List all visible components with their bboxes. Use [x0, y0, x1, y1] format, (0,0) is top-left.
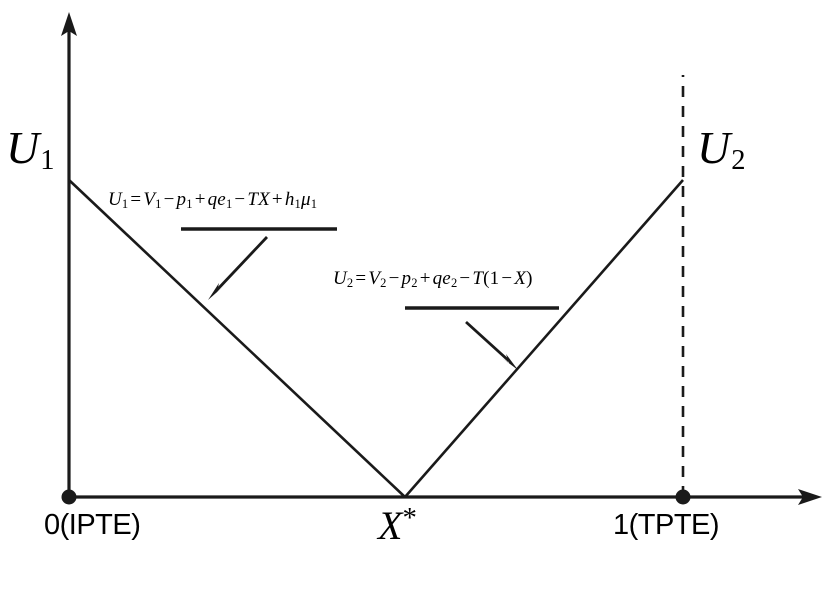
formula-u1-text: U1 = V1− p1 + qe1− TX + h1μ1	[108, 190, 317, 211]
formula-u1-term-v-sub: 1	[155, 197, 162, 212]
tpte-dot	[675, 489, 691, 505]
formula-u1-term-qe-sub: 1	[225, 197, 233, 212]
u2-axis-label-sub: 2	[731, 145, 746, 177]
u1-line	[68, 179, 406, 498]
formula-u2-pointer-arrow	[465, 320, 518, 370]
u2-line	[404, 179, 684, 498]
formula-u1-lhs: U	[108, 189, 122, 210]
formula-u2-equals: =	[355, 268, 367, 289]
x-tick-label-ipte: 0(IPTE)	[44, 509, 141, 541]
u2-axis-label: U2	[697, 125, 746, 176]
formula-u2-term-t: T	[472, 268, 484, 289]
u1-axis-label-sub: 1	[40, 145, 55, 177]
formula-u2-op4: −	[501, 268, 513, 289]
formula-u2-term-p: p	[401, 268, 412, 289]
formula-u1-term-tx: TX	[247, 189, 270, 210]
formula-u2-lhs-sub: 2	[346, 276, 354, 291]
formula-u1-term-mu-sub: 1	[310, 197, 318, 212]
formula-u2-op3: −	[459, 268, 471, 289]
vertex-label-star: *	[402, 502, 417, 534]
vertex-label-text: X	[378, 503, 403, 549]
formula-u2-term-v-sub: 2	[380, 276, 387, 291]
formula-u1-op4: +	[271, 189, 283, 210]
origin-dot	[61, 489, 77, 505]
u1-axis-label: U1	[6, 125, 55, 176]
formula-u1-term-mu: μ	[301, 189, 311, 210]
u2-axis-label-text: U	[697, 122, 731, 173]
formula-u1-pointer-arrow	[208, 236, 269, 300]
formula-u2-term-qe: qe	[432, 268, 451, 289]
formula-u1-op2: +	[194, 189, 206, 210]
formula-u1-term-v: V	[143, 189, 156, 210]
formula-u2-lhs: U	[333, 268, 347, 289]
y-axis	[61, 12, 77, 497]
formula-u1-op3: −	[234, 189, 246, 210]
x-axis	[69, 489, 822, 505]
formula-u1-term-h: h	[284, 189, 295, 210]
formula-u1-term-p-sub: 1	[186, 197, 193, 212]
vertex-label: X*	[378, 504, 417, 546]
formula-u2-term-one: 1	[489, 268, 500, 289]
formula-u1-term-qe: qe	[207, 189, 226, 210]
u1-axis-label-text: U	[6, 122, 40, 173]
formula-u2-op1: −	[388, 268, 400, 289]
formula-u1-equals: =	[130, 189, 142, 210]
x-tick-label-tpte: 1(TPTE)	[613, 509, 720, 541]
formula-u1-lhs-sub: 1	[121, 197, 129, 212]
formula-u1-term-h-sub: 1	[294, 197, 302, 212]
formula-u1-term-p: p	[176, 189, 187, 210]
formula-u2-paren-close: )	[526, 268, 533, 289]
formula-u2-text: U2 = V2− p2 + qe2− T(1− X)	[333, 269, 533, 290]
formula-u2-op2: +	[419, 268, 431, 289]
formula-u2-term-p-sub: 2	[411, 276, 418, 291]
formula-u2-term-qe-sub: 2	[450, 276, 458, 291]
formula-u2-paren-open: (	[483, 268, 490, 289]
formula-u2-term-x: X	[514, 268, 527, 289]
formula-u1-op1: −	[163, 189, 175, 210]
formula-u2-term-v: V	[368, 268, 381, 289]
